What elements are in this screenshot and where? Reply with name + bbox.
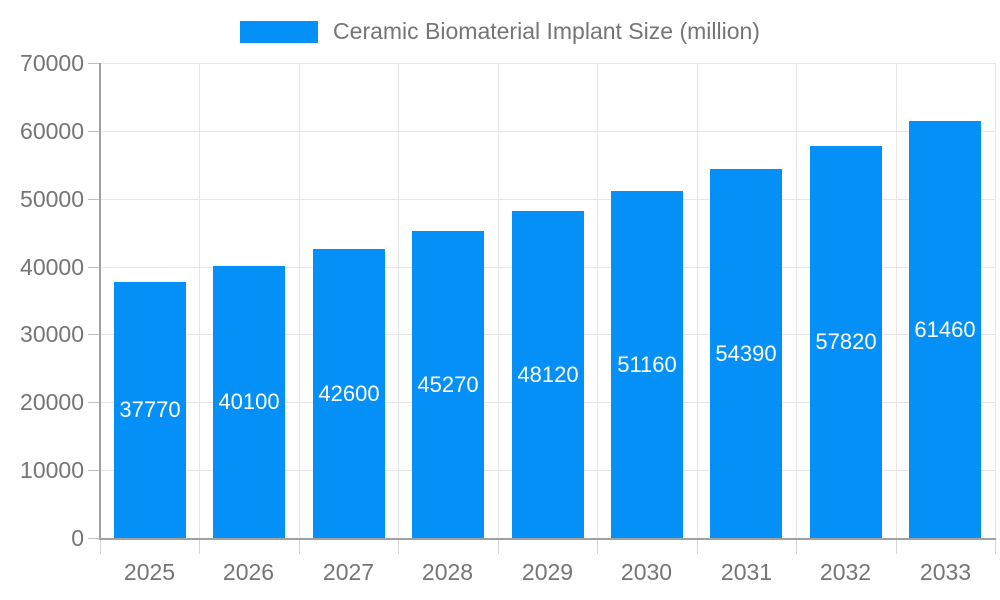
- gridline-y: [100, 63, 995, 64]
- x-axis-label: 2027: [322, 559, 375, 585]
- x-axis-label: 2030: [620, 559, 673, 585]
- x-axis-label: 2026: [222, 559, 275, 585]
- legend-swatch: [240, 20, 319, 43]
- y-axis-tick: [88, 131, 100, 132]
- gridline-y: [100, 199, 995, 200]
- x-axis-label: 2033: [919, 559, 972, 585]
- y-axis-label: 70000: [20, 50, 84, 76]
- y-axis-label: 40000: [20, 254, 84, 280]
- gridline-x: [896, 63, 897, 538]
- bar-value-label: 57820: [815, 329, 877, 354]
- x-axis-tick: [697, 540, 698, 554]
- bar-2026[interactable]: 40100: [213, 266, 285, 538]
- bar-2032[interactable]: 57820: [810, 146, 882, 538]
- legend-item[interactable]: Ceramic Biomaterial Implant Size (millio…: [0, 18, 1000, 45]
- gridline-x: [796, 63, 797, 538]
- x-axis-tick: [299, 540, 300, 554]
- y-axis-tick: [88, 267, 100, 268]
- gridline-y: [100, 131, 995, 132]
- x-axis-tick: [398, 540, 399, 554]
- bar-2033[interactable]: 61460: [909, 121, 981, 538]
- gridline-x: [697, 63, 698, 538]
- gridline-x: [995, 63, 996, 538]
- x-axis-tick: [199, 540, 200, 554]
- y-axis-tick: [88, 470, 100, 471]
- gridline-x: [597, 63, 598, 538]
- y-axis-tick: [88, 402, 100, 403]
- bar-2030[interactable]: 51160: [611, 191, 683, 538]
- gridline-x: [498, 63, 499, 538]
- y-axis-label: 30000: [20, 321, 84, 347]
- x-axis-label: 2031: [720, 559, 773, 585]
- bar-value-label: 61460: [914, 316, 976, 342]
- x-axis-label: 2028: [421, 559, 474, 585]
- bar-value-label: 42600: [318, 380, 380, 406]
- legend-label: Ceramic Biomaterial Implant Size (millio…: [333, 18, 760, 44]
- y-axis-tick: [88, 199, 100, 200]
- gridline-x: [199, 63, 200, 538]
- y-axis-label: 60000: [20, 118, 84, 144]
- y-axis-tick: [88, 538, 100, 539]
- y-axis-tick: [88, 334, 100, 335]
- x-axis-line: [99, 538, 996, 540]
- bar-value-label: 40100: [218, 389, 280, 414]
- bar-value-label: 54390: [715, 340, 777, 366]
- y-axis-line: [99, 63, 101, 540]
- x-axis-label: 2025: [123, 559, 176, 585]
- x-axis-label: 2029: [521, 559, 574, 585]
- x-axis-tick: [796, 540, 797, 554]
- gridline-x: [398, 63, 399, 538]
- bar-value-label: 51160: [617, 351, 677, 377]
- x-axis-tick: [995, 540, 996, 554]
- bar-value-label: 48120: [517, 361, 579, 387]
- bar-2031[interactable]: 54390: [710, 169, 782, 538]
- x-axis-tick: [597, 540, 598, 554]
- x-axis-label: 2032: [819, 559, 872, 585]
- x-axis-tick: [896, 540, 897, 554]
- x-axis-tick: [498, 540, 499, 554]
- gridline-x: [299, 63, 300, 538]
- y-axis-label: 50000: [20, 186, 84, 212]
- bar-2025[interactable]: 37770: [114, 282, 186, 538]
- y-axis-tick: [88, 63, 100, 64]
- y-axis-label: 0: [71, 525, 84, 551]
- y-axis-label: 10000: [20, 457, 84, 483]
- x-axis-tick: [100, 540, 101, 554]
- y-axis-label: 20000: [20, 389, 84, 415]
- bar-2029[interactable]: 48120: [512, 211, 584, 538]
- bar-value-label: 45270: [417, 371, 479, 397]
- bar-value-label: 37770: [119, 397, 181, 422]
- bar-2028[interactable]: 45270: [412, 231, 484, 538]
- bar-2027[interactable]: 42600: [313, 249, 385, 538]
